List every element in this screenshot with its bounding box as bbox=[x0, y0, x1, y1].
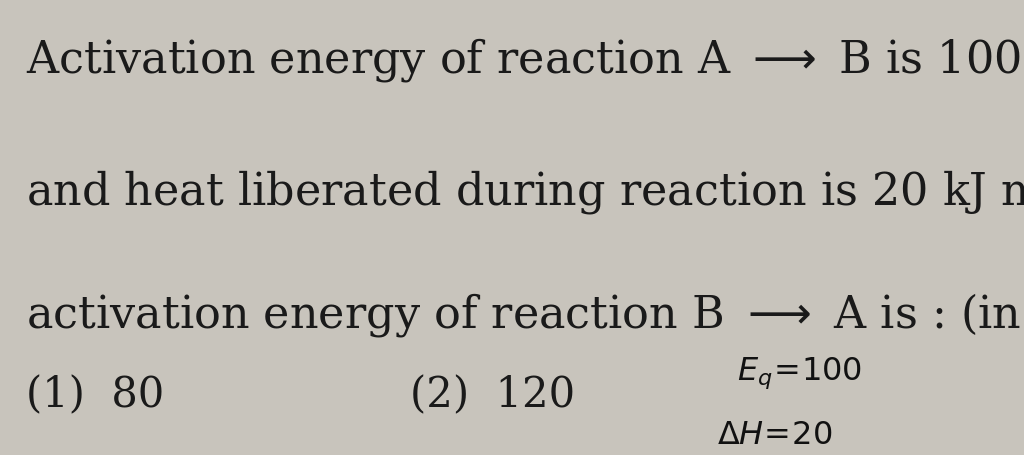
Text: Activation energy of reaction A $\longrightarrow$ B is 100 kJ mol$^{-1}$: Activation energy of reaction A $\longri… bbox=[26, 32, 1024, 85]
Text: $E_q\!=\!100$: $E_q\!=\!100$ bbox=[737, 355, 862, 390]
Text: and heat liberated during reaction is 20 kJ mol$^{-1}$. Find: and heat liberated during reaction is 20… bbox=[26, 164, 1024, 217]
Text: (2)  120: (2) 120 bbox=[410, 373, 574, 415]
Text: $\Delta H\!=\!20$: $\Delta H\!=\!20$ bbox=[717, 419, 833, 450]
Text: (1)  80: (1) 80 bbox=[26, 373, 164, 415]
Text: activation energy of reaction B $\longrightarrow$ A is : (in kJ mol$^{-1}$): activation energy of reaction B $\longri… bbox=[26, 287, 1024, 339]
